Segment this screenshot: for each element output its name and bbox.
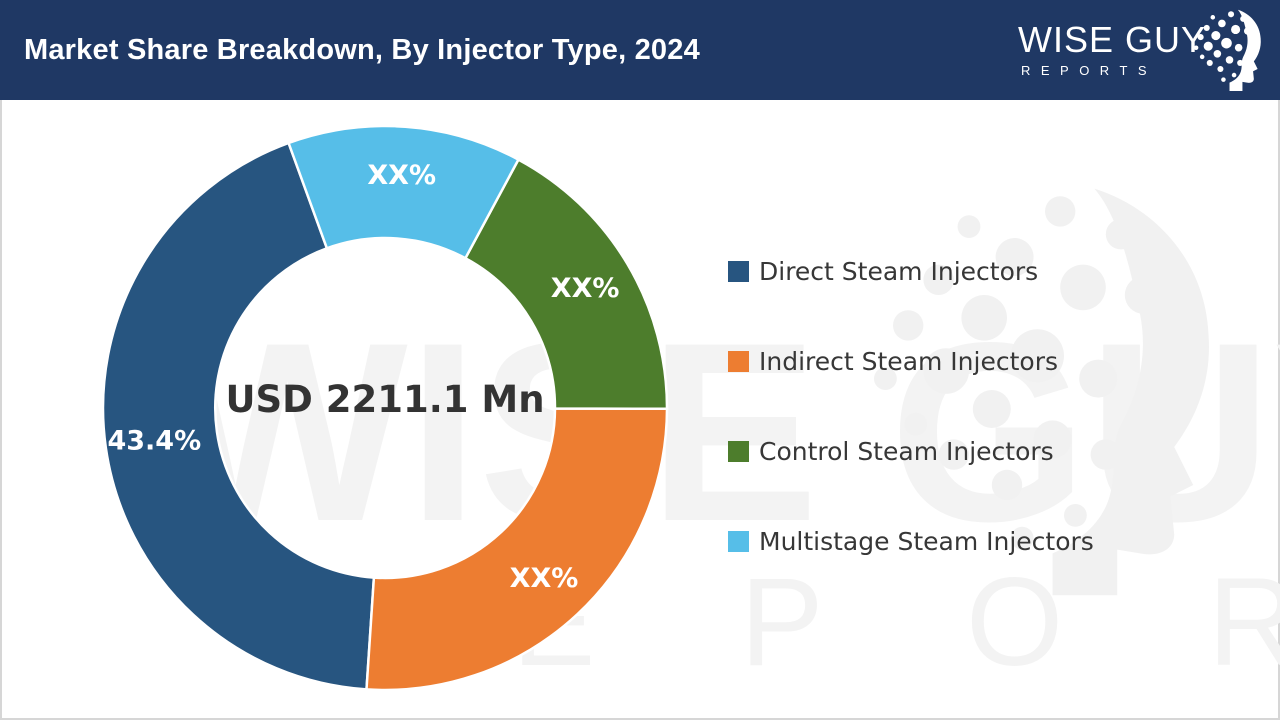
legend-item-direct-steam-injectors: Direct Steam Injectors (728, 244, 1094, 299)
legend-item-indirect-steam-injectors: Indirect Steam Injectors (728, 334, 1094, 389)
legend-label: Control Steam Injectors (759, 437, 1054, 466)
legend-swatch-icon (728, 261, 749, 282)
legend-label: Direct Steam Injectors (759, 257, 1039, 286)
legend-item-multistage-steam-injectors: Multistage Steam Injectors (728, 514, 1094, 569)
brand-name: WISE GUY (1017, 19, 1206, 60)
pie-slice-multistage-steam-injectors (286, 124, 521, 260)
brand-subtitle: REPORTS (1020, 63, 1158, 78)
legend-swatch-icon (728, 441, 749, 462)
watermark-text-line1: WISE GUY (167, 290, 1280, 575)
legend-label: Multistage Steam Injectors (759, 527, 1094, 556)
chart-center-value: USD 2211.1 Mn (225, 378, 545, 421)
slice-label-multistage-steam-injectors: XX% (367, 160, 436, 191)
slice-label-direct-steam-injectors: 43.4% (107, 425, 201, 456)
brand-logo-text: WISE GUY REPORTS (1017, 19, 1206, 79)
brand-logo: WISE GUY REPORTS (1018, 6, 1266, 94)
page-title: Market Share Breakdown, By Injector Type… (24, 33, 700, 66)
legend-swatch-icon (728, 531, 749, 552)
slice-label-indirect-steam-injectors: XX% (510, 563, 579, 594)
pie-slice-direct-steam-injectors (101, 141, 376, 691)
slice-label-control-steam-injectors: XX% (551, 273, 620, 304)
header-bar: Market Share Breakdown, By Injector Type… (0, 0, 1280, 100)
legend-item-control-steam-injectors: Control Steam Injectors (728, 424, 1094, 479)
chart-legend: Direct Steam Injectors Indirect Steam Inj… (728, 244, 1094, 604)
legend-label: Indirect Steam Injectors (759, 347, 1058, 376)
pie-slice-control-steam-injectors (463, 157, 669, 411)
legend-swatch-icon (728, 351, 749, 372)
pie-slice-indirect-steam-injectors (365, 407, 669, 692)
